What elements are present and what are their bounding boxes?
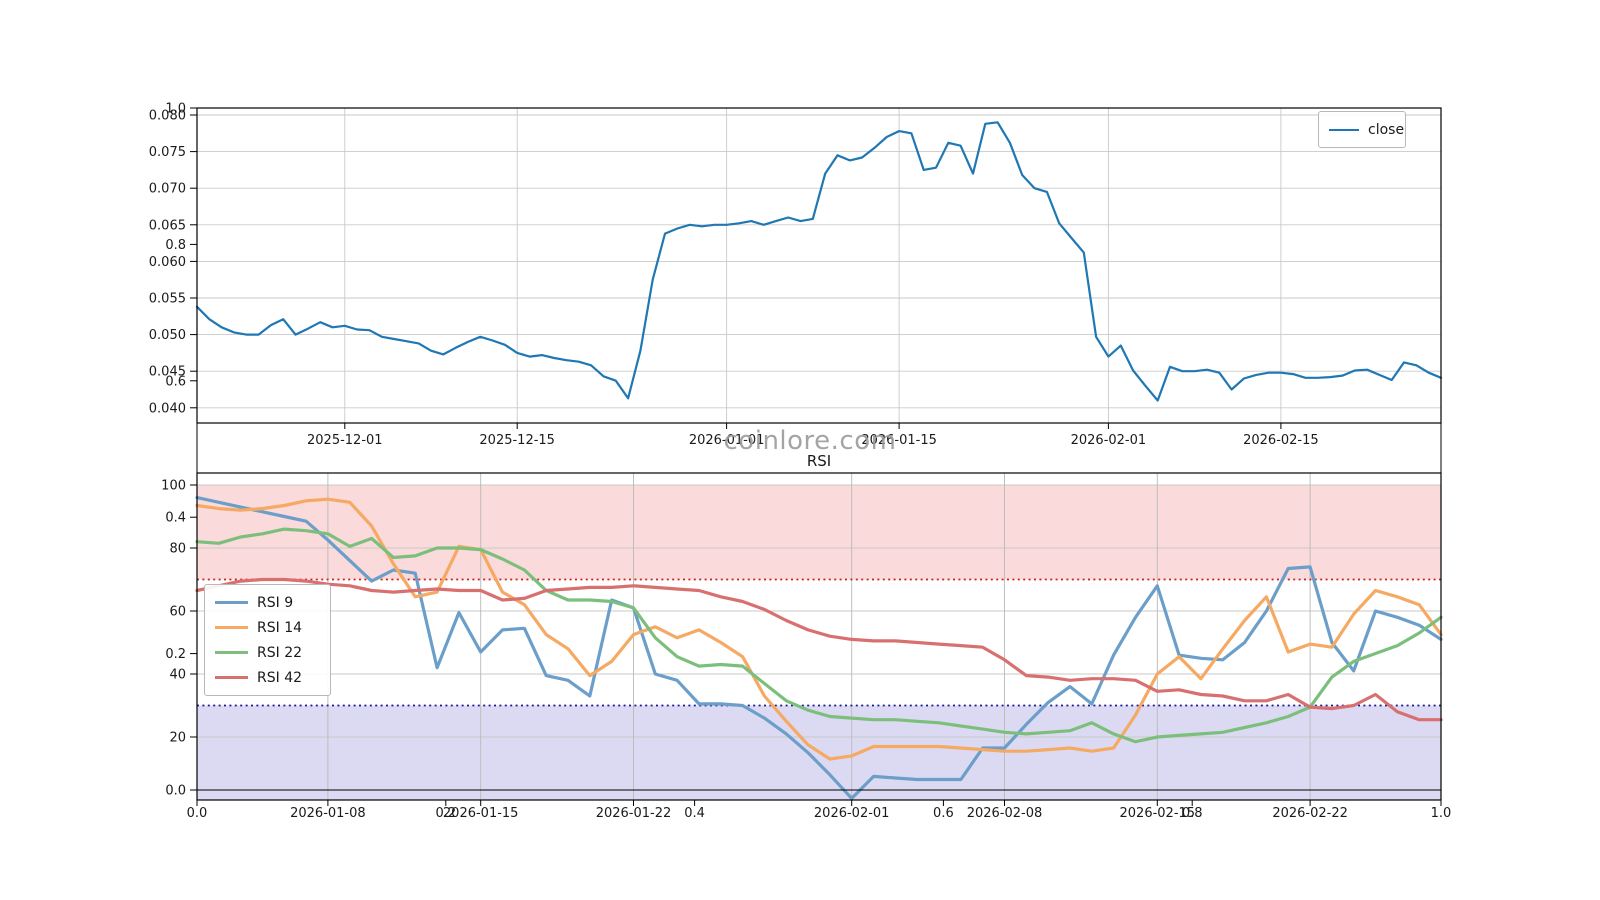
overlay-x-tick-label: 0.0 [187, 806, 208, 821]
rsi-y-tick-label: 100 [161, 479, 186, 494]
price-y-tick-label: 0.045 [149, 365, 186, 380]
price-legend-item-close: close [1329, 117, 1404, 142]
rsi-x-tick-label: 2026-01-08 [290, 806, 366, 821]
rsi14-line [195, 497, 1443, 761]
overlay-y-tick-label: 0.8 [165, 238, 186, 253]
rsi-y-tick-label: 60 [169, 605, 186, 620]
overlay-x-tick-label: 0.4 [684, 806, 705, 821]
price-x-tick-label: 2026-02-15 [1243, 433, 1319, 448]
rsi-legend: RSI 9 RSI 14 RSI 22 RSI 42 [204, 584, 331, 696]
rsi9-line [195, 496, 1443, 801]
overbought-band [197, 485, 1441, 580]
price-y-tick-label: 0.075 [149, 145, 186, 160]
price-y-tick-label: 0.055 [149, 292, 186, 307]
price-y-tick-label: 0.060 [149, 255, 186, 270]
close-line-swatch [1329, 128, 1359, 131]
rsi-panel: 100 80 60 40 20 2026-01-08 2026-01-15 2026-01-2… [161, 472, 1443, 821]
rsi-legend-item-rsi9: RSI 9 [215, 590, 320, 615]
rsi42-line-swatch [215, 676, 248, 679]
rsi-x-tick-label: 2026-02-15 [1120, 806, 1196, 821]
price-x-tick-label: 2025-12-15 [479, 433, 555, 448]
overlay-x-tick-label: 1.0 [1431, 806, 1452, 821]
overlay-y-tick-label: 0.2 [165, 647, 186, 662]
rsi-legend-item-rsi22: RSI 22 [215, 640, 320, 665]
overlay-x-tick-label: 0.2 [435, 806, 456, 821]
rsi-y-tick-label: 40 [169, 668, 186, 683]
close-legend-label: close [1368, 121, 1405, 138]
rsi-y-tick-label: 20 [169, 731, 186, 746]
rsi22-line-swatch [215, 651, 248, 654]
overlay-x-tick-label: 0.6 [933, 806, 954, 821]
rsi-x-tick-label: 2026-01-15 [443, 806, 519, 821]
rsi-panel-title: RSI [806, 452, 832, 470]
rsi9-line-swatch [215, 601, 248, 604]
overlay-y-tick-label: 0.0 [165, 784, 186, 799]
price-y-tick-label: 0.070 [149, 182, 186, 197]
price-legend: close [1318, 111, 1406, 148]
price-x-tick-label: 2025-12-01 [307, 433, 383, 448]
overlay-axis: 1.0 0.8 0.6 0.4 0.2 0.00.0 0.2 0.4 0.6 0.8 1.0 [165, 102, 1451, 822]
price-x-tick-label: 2026-02-01 [1071, 433, 1147, 448]
rsi-x-tick-label: 2026-02-01 [814, 806, 890, 821]
rsi-x-tick-label: 2026-02-22 [1272, 806, 1348, 821]
overlay-y-tick-label: 1.0 [165, 102, 186, 117]
rsi22-line [195, 527, 1443, 744]
close-line [195, 121, 1443, 402]
price-y-tick-label: 0.050 [149, 328, 186, 343]
rsi-x-tick-label: 2026-01-22 [596, 806, 672, 821]
rsi42-legend-label: RSI 42 [257, 669, 303, 686]
overlay-axis-border [196, 107, 1442, 791]
price-y-tick-label: 0.080 [149, 109, 186, 124]
rsi-x-tick-label: 2026-02-08 [967, 806, 1043, 821]
rsi22-legend-label: RSI 22 [257, 644, 303, 661]
rsi9-legend-label: RSI 9 [257, 594, 294, 611]
rsi42-line [195, 577, 1443, 722]
rsi-y-tick-label: 80 [169, 542, 186, 557]
price-x-tick-label: 2026-01-15 [861, 433, 937, 448]
overlay-y-tick-label: 0.4 [165, 511, 186, 526]
price-y-tick-label: 0.040 [149, 401, 186, 416]
price-y-tick-label: 0.065 [149, 218, 186, 233]
rsi-legend-item-rsi42: RSI 42 [215, 665, 320, 690]
rsi14-legend-label: RSI 14 [257, 619, 303, 636]
price-x-tick-label: 2026-01-01 [689, 433, 765, 448]
price-panel: 0.080 0.075 0.070 0.065 0.060 0.055 0.050 0.045… [149, 107, 1443, 448]
rsi-legend-item-rsi14: RSI 14 [215, 615, 320, 640]
overlay-y-tick-label: 0.6 [165, 374, 186, 389]
rsi14-line-swatch [215, 626, 248, 629]
overlay-x-tick-label: 0.8 [1182, 806, 1203, 821]
